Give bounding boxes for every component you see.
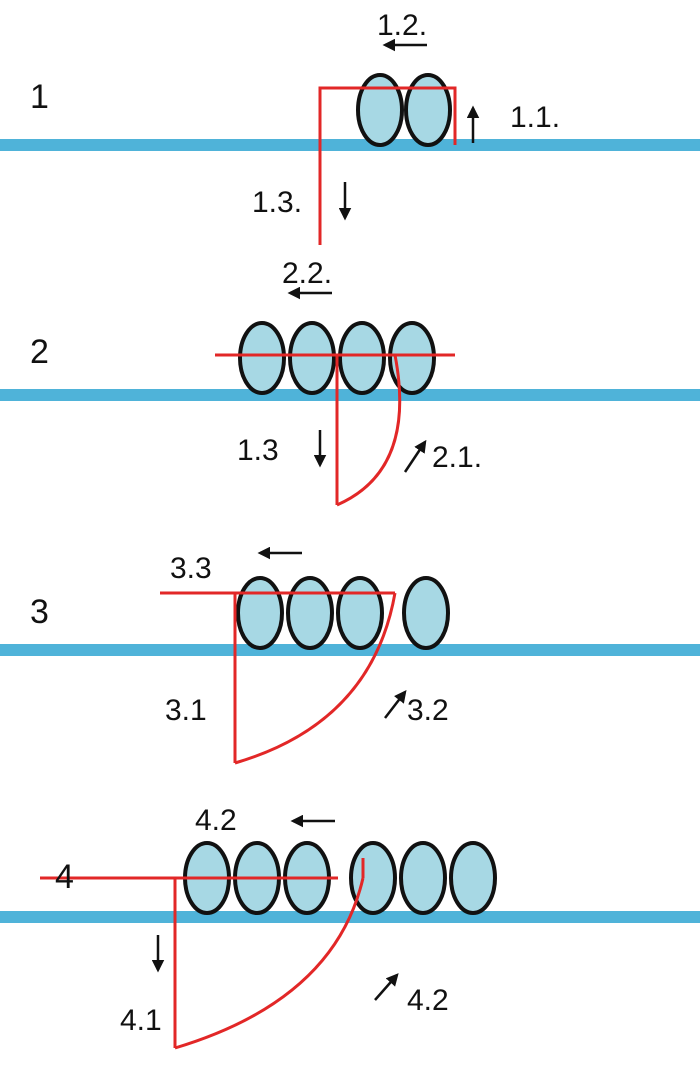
arrow-2-1-arrow xyxy=(405,442,425,472)
label-lbl-3-2: 3.2 xyxy=(407,694,449,727)
diagram-canvas: 11.2.1.1.1.3.22.2.1.32.1.33.33.13.244.24… xyxy=(0,0,700,1070)
arrow-3-2-arrow xyxy=(385,692,405,718)
row-1-ellipse-1 xyxy=(406,75,450,145)
label-lbl-4-2: 4.2 xyxy=(195,804,237,837)
label-lbl-2-2: 2.2. xyxy=(282,257,332,290)
row-4-ellipse-3 xyxy=(351,843,395,913)
label-lbl-1-2: 1.2. xyxy=(377,9,427,42)
row-3-number: 3 xyxy=(30,593,49,631)
arrow-4-2b-arrow xyxy=(375,975,397,1000)
label-lbl-4-1: 4.1 xyxy=(120,1004,162,1037)
row-4-ellipse-5 xyxy=(451,843,495,913)
label-lbl-3-1: 3.1 xyxy=(165,694,207,727)
row-1: 1 1.2. 1.1. 1.3. xyxy=(0,9,700,245)
row-3: 3 3.3 3.1 3.2 xyxy=(0,552,700,763)
row-3-ellipse-3 xyxy=(404,578,448,648)
row-2-ellipse-2 xyxy=(340,323,384,393)
row-4-ellipse-4 xyxy=(401,843,445,913)
row-3-ellipse-2 xyxy=(338,578,382,648)
row-2-ellipse-0 xyxy=(240,323,284,393)
label-lbl-1-3b: 1.3 xyxy=(237,434,279,467)
label-lbl-1-1: 1.1. xyxy=(510,101,560,134)
row-4-number: 4 xyxy=(55,858,74,896)
label-lbl-3-3: 3.3 xyxy=(170,552,212,585)
label-lbl-1-3: 1.3. xyxy=(252,186,302,219)
row-2: 2 2.2. 1.3 2.1. xyxy=(0,257,700,505)
row-1-number: 1 xyxy=(30,78,49,116)
label-lbl-2-1: 2.1. xyxy=(432,441,482,474)
row-1-ellipse-0 xyxy=(358,75,402,145)
row-3-ellipse-1 xyxy=(288,578,332,648)
label-lbl-4-2b: 4.2 xyxy=(407,984,449,1017)
row-2-number: 2 xyxy=(30,333,49,371)
row-4: 4 4.2 4.1 4.2 xyxy=(0,804,700,1048)
row-2-ellipse-1 xyxy=(290,323,334,393)
row-3-ellipse-0 xyxy=(238,578,282,648)
